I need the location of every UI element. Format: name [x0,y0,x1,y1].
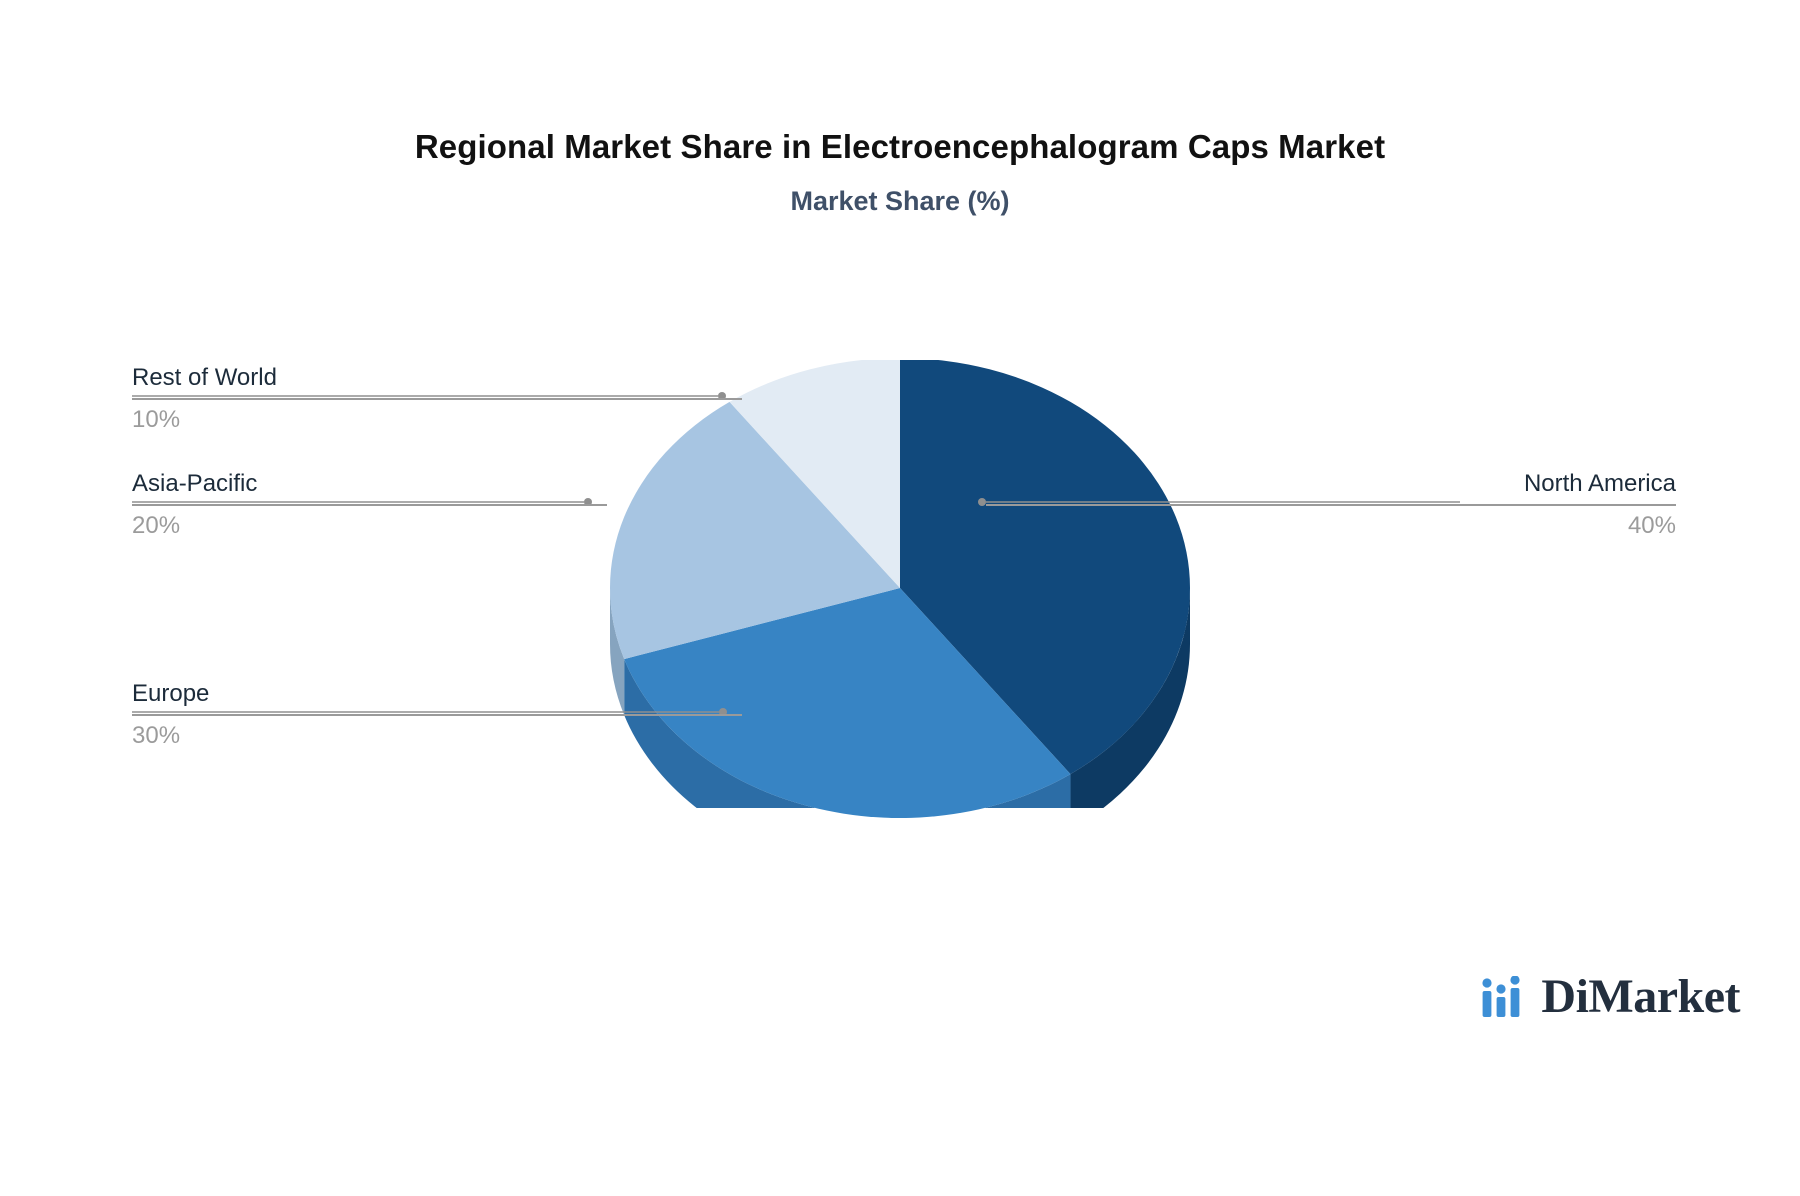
pie-chart [575,360,1225,920]
pie-slice-north-america[interactable] [900,360,1190,775]
callout-value-rest-of-world: 10% [132,406,181,433]
callout-rule [132,398,742,400]
callout-label-rest-of-world: Rest of World [132,364,277,391]
pie-depth-north-america [1070,588,1190,808]
callout-value-north-america: 40% [1627,512,1676,539]
callout-label-north-america: North America [1523,470,1676,497]
pie-depth-asia-pacific [610,588,625,716]
callout-label-europe: Europe [132,680,210,707]
callout-north-america[interactable]: North America 40% [986,469,1676,541]
brand-logo-text: DiMarket [1541,970,1740,1023]
pie-slice-asia-pacific[interactable] [610,401,900,660]
callout-rule [986,504,1676,506]
pie-3d-depth [610,588,1190,808]
pie-chart-svg [610,360,1190,818]
pie-slice-europe[interactable] [624,588,1071,818]
callout-rule [132,504,607,506]
chart-subtitle: Market Share (%) [790,186,1010,216]
callout-label-asia-pacific: Asia-Pacific [132,470,258,497]
brand-logo: DiMarket [1480,973,1740,1021]
page-title: Regional Market Share in Electroencephal… [414,128,1386,165]
pie-slice-rest-of-world[interactable] [729,360,900,588]
bar-chart-icon [1482,976,1521,1017]
callout-rule [132,714,742,716]
pie-slices [610,360,1190,818]
callout-rest-of-world[interactable]: Rest of World 10% [132,363,742,435]
callout-value-asia-pacific: 20% [132,512,181,539]
callout-asia-pacific[interactable]: Asia-Pacific 20% [132,469,607,541]
callout-value-europe: 30% [132,722,181,749]
callout-europe[interactable]: Europe 30% [132,679,742,751]
